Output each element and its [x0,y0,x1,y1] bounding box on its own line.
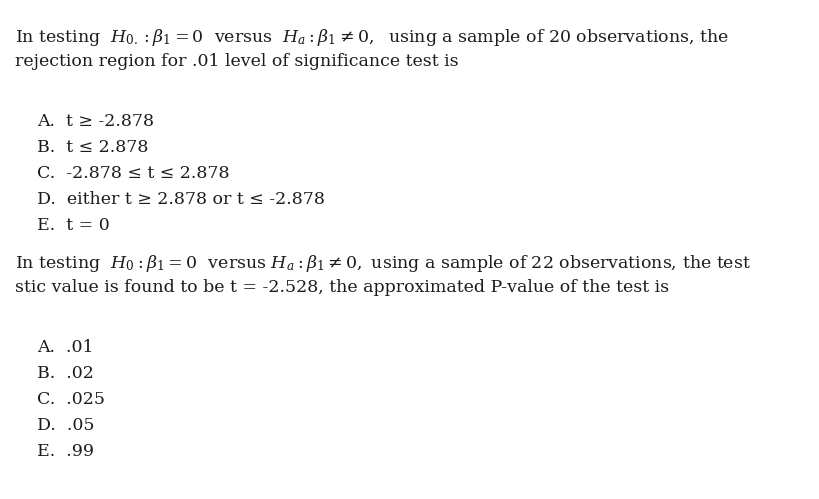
Text: B.  .02: B. .02 [37,365,93,382]
Text: rejection region for .01 level of significance test is: rejection region for .01 level of signif… [15,53,458,70]
Text: A.  t ≥ -2.878: A. t ≥ -2.878 [37,113,154,130]
Text: In testing  $H_{0.} : \beta_1 = 0$  versus  $H_a : \beta_1 \neq 0,$  using a sam: In testing $H_{0.} : \beta_1 = 0$ versus… [15,27,727,48]
Text: D.  either t ≥ 2.878 or t ≤ -2.878: D. either t ≥ 2.878 or t ≤ -2.878 [37,191,324,208]
Text: E.  t = 0: E. t = 0 [37,217,110,234]
Text: C.  .025: C. .025 [37,391,105,408]
Text: A.  .01: A. .01 [37,339,93,356]
Text: stic value is found to be t = -2.528, the approximated P-value of the test is: stic value is found to be t = -2.528, th… [15,279,668,296]
Text: B.  t ≤ 2.878: B. t ≤ 2.878 [37,139,148,156]
Text: In testing  $H_0 : \beta_1 = 0$  versus $H_a : \beta_1 \neq 0,$ using a sample o: In testing $H_0 : \beta_1 = 0$ versus $H… [15,253,749,274]
Text: D.  .05: D. .05 [37,417,94,434]
Text: C.  -2.878 ≤ t ≤ 2.878: C. -2.878 ≤ t ≤ 2.878 [37,165,229,182]
Text: E.  .99: E. .99 [37,443,94,460]
